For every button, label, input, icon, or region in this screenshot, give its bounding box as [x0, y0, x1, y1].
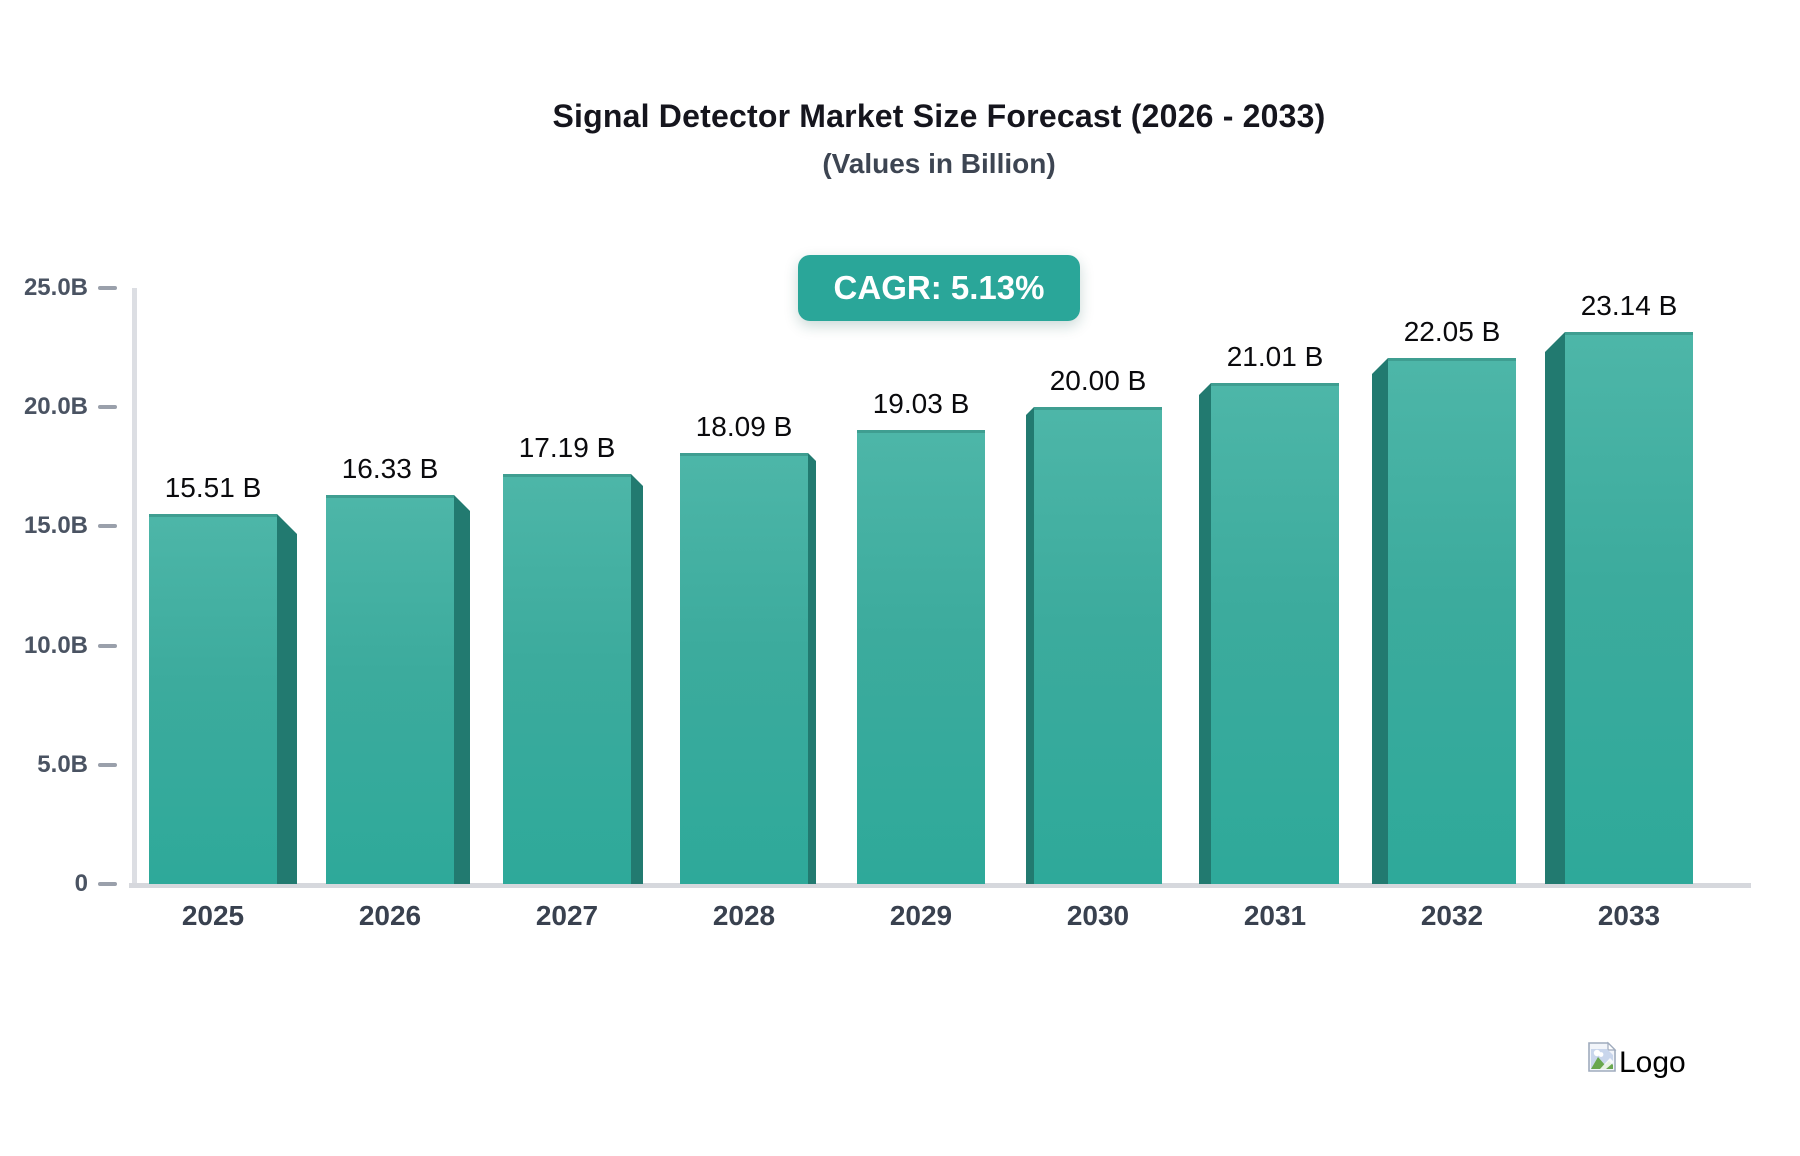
bar-value-label-2031: 21.01 B	[1226, 341, 1324, 372]
x-tick-label-2029: 2029	[889, 900, 953, 931]
broken-image-icon	[1588, 1041, 1617, 1072]
y-tick-label-15.0B: 15.0B	[23, 512, 88, 540]
y-tick-label-10.0B: 10.0B	[23, 631, 88, 659]
bar-2029	[857, 430, 985, 884]
x-axis-baseline	[129, 883, 1751, 888]
y-tick-mark	[98, 882, 117, 886]
y-tick-label-20.0B: 20.0B	[23, 393, 88, 421]
bar-value-label-2026: 16.33 B	[341, 453, 439, 484]
bar-2031	[1211, 383, 1339, 884]
bar-3d-side-2026	[454, 495, 470, 884]
bar-2030	[1034, 407, 1162, 884]
bar-2027	[503, 474, 631, 884]
logo-text: Logo	[1619, 1046, 1686, 1079]
x-tick-label-2026: 2026	[358, 900, 422, 931]
x-tick-label-2031: 2031	[1243, 900, 1307, 931]
x-tick-label-2025: 2025	[181, 900, 245, 931]
y-tick-mark	[98, 762, 117, 767]
bar-3d-side-2031	[1199, 383, 1211, 884]
x-tick-label-2028: 2028	[712, 900, 776, 931]
bar-2028	[680, 453, 808, 884]
x-tick-label-2033: 2033	[1597, 900, 1661, 931]
y-tick-label-0: 0	[74, 870, 88, 897]
bar-3d-side-2033	[1545, 332, 1565, 884]
logo: Logo	[1586, 1041, 1686, 1080]
bar-2025	[149, 514, 277, 884]
x-tick-label-2030: 2030	[1066, 900, 1130, 931]
bar-2032	[1388, 358, 1516, 884]
bar-3d-side-2028	[808, 453, 816, 884]
chart-subtitle: (Values in Billion)	[822, 148, 1056, 179]
bar-2033	[1565, 332, 1693, 884]
bar-value-label-2029: 19.03 B	[872, 388, 970, 419]
y-tick-mark	[98, 405, 117, 410]
bar-3d-side-2025	[277, 514, 297, 884]
cagr-badge: CAGR: 5.13%	[797, 255, 1081, 321]
bar-3d-side-2027	[631, 474, 643, 884]
bar-3d-side-2032	[1372, 358, 1388, 884]
chart-title: Signal Detector Market Size Forecast (20…	[552, 98, 1326, 134]
x-tick-label-2027: 2027	[535, 900, 599, 931]
y-tick-mark	[98, 643, 117, 648]
bar-2026	[326, 495, 454, 884]
y-tick-mark	[98, 524, 117, 529]
bar-value-label-2025: 15.51 B	[164, 472, 262, 503]
x-tick-label-2032: 2032	[1420, 900, 1484, 931]
bar-3d-side-2030	[1026, 407, 1034, 884]
bar-value-label-2030: 20.00 B	[1049, 365, 1147, 396]
bar-value-label-2028: 18.09 B	[695, 411, 793, 442]
bar-value-label-2033: 23.14 B	[1580, 290, 1678, 321]
badge-row: CAGR: 5.13%	[130, 255, 1748, 321]
y-tick-label-25.0B: 25.0B	[23, 274, 88, 301]
y-tick-mark	[98, 286, 117, 290]
bar-value-label-2032: 22.05 B	[1403, 316, 1501, 347]
bar-value-label-2027: 17.19 B	[518, 432, 616, 463]
y-axis-line	[132, 288, 137, 886]
y-tick-label-5.0B: 5.0B	[37, 750, 88, 778]
